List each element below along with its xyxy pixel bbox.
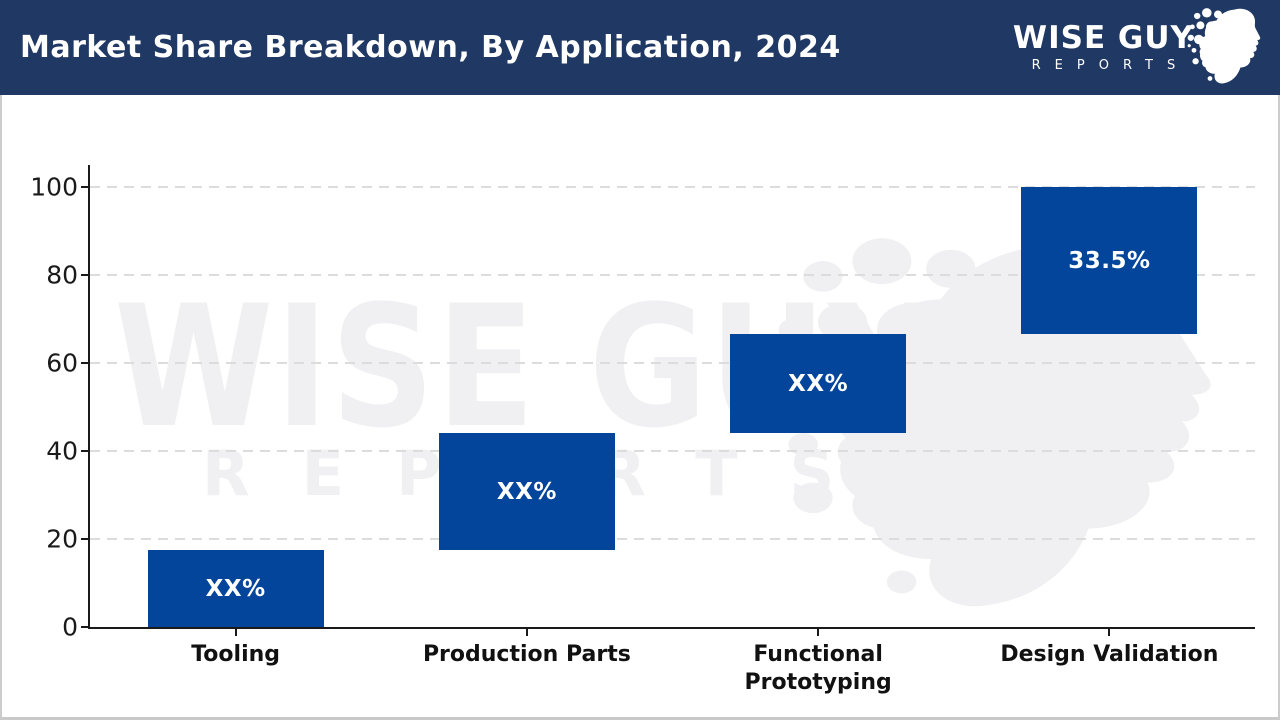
bar: XX%: [730, 334, 907, 434]
bar: 33.5%: [1021, 187, 1198, 335]
y-tick-mark: [81, 538, 90, 540]
gridline: [90, 274, 1255, 276]
logo-wordmark: WISE GUY: [1012, 20, 1194, 56]
x-category-label: Functional Prototyping: [744, 642, 892, 695]
gridline: [90, 450, 1255, 452]
logo-subtitle: REPORTS: [1031, 58, 1190, 73]
bar-value-label: XX%: [205, 575, 266, 602]
chart-canvas: WISE GUY REPORTS 020406080100XX%ToolingX…: [0, 95, 1280, 720]
wise-guy-logo: WISE GUY REPORTS: [1013, 5, 1266, 91]
y-tick-mark: [81, 186, 90, 188]
x-category-label: Production Parts: [422, 642, 631, 667]
gridline: [90, 362, 1255, 364]
y-tick-mark: [81, 626, 90, 628]
x-tick-mark: [234, 627, 237, 636]
page-title: Market Share Breakdown, By Application, …: [20, 30, 841, 65]
y-tick-mark: [81, 450, 90, 452]
y-tick-mark: [81, 362, 90, 364]
gridline: [90, 538, 1255, 540]
bar-value-label: XX%: [788, 370, 849, 397]
x-tick-mark: [1108, 627, 1111, 636]
bar-value-label: XX%: [496, 478, 557, 505]
header-bar: Market Share Breakdown, By Application, …: [0, 0, 1280, 95]
bar: XX%: [438, 433, 615, 550]
y-tick-label: 0: [62, 612, 78, 642]
x-tick-mark: [525, 627, 528, 636]
y-tick-label: 40: [46, 436, 78, 466]
logo-text: WISE GUY REPORTS: [1012, 20, 1194, 73]
x-category-label: Tooling: [191, 642, 281, 667]
y-axis: [88, 165, 90, 629]
x-category-label: Design Validation: [1000, 642, 1219, 667]
y-tick-label: 20: [46, 524, 78, 554]
x-tick-mark: [817, 627, 820, 636]
gridline: [90, 186, 1255, 188]
x-axis: [88, 627, 1255, 629]
bar: XX%: [147, 550, 324, 627]
bar-value-label: 33.5%: [1068, 247, 1151, 274]
dotted-face-icon: [1187, 7, 1261, 83]
y-tick-label: 60: [46, 348, 78, 378]
y-tick-label: 100: [30, 172, 78, 202]
y-tick-label: 80: [46, 260, 78, 290]
y-tick-mark: [81, 274, 90, 276]
